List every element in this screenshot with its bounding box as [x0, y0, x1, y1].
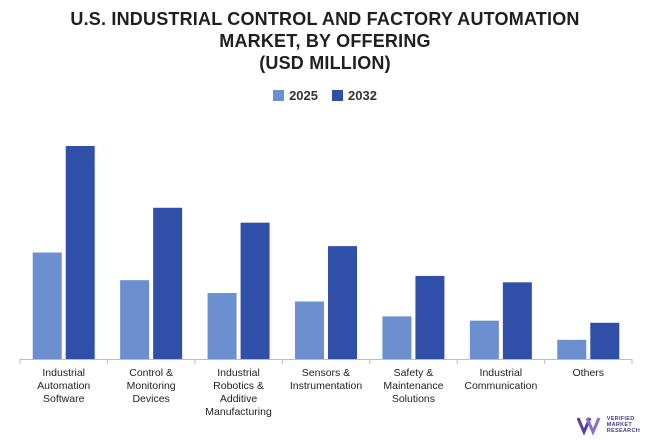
- brand-logo-text: VERIFIED MARKET RESEARCH: [607, 416, 640, 434]
- legend-item-2025: 2025: [273, 88, 318, 103]
- brand-line-1: VERIFIED: [606, 416, 635, 422]
- chart-title-line-1: U.S. INDUSTRIAL CONTROL AND FACTORY AUTO…: [70, 9, 580, 29]
- bar-2025-6: [557, 339, 587, 359]
- bar-2032-5: [502, 282, 532, 359]
- legend-item-2032: 2032: [332, 88, 377, 103]
- x-tick-label: Industrial Automation Software: [37, 367, 91, 405]
- x-tick-label: Safety & Maintenance Solutions: [383, 367, 444, 405]
- x-tick-label: Others: [572, 367, 605, 379]
- bar-2025-0: [32, 252, 62, 359]
- legend-label-2025: 2025: [289, 88, 318, 103]
- x-tick-label: Sensors & Instrumentation: [289, 367, 363, 392]
- legend-swatch-2032: [332, 90, 343, 101]
- bar-2025-5: [469, 320, 499, 359]
- bar-2025-3: [295, 301, 324, 359]
- bar-2025-4: [382, 316, 412, 359]
- x-tick-label: Industrial Communication: [464, 367, 538, 392]
- bar-2032-2: [240, 222, 270, 359]
- legend-swatch-2025: [273, 90, 285, 101]
- brand-line-2: MARKET: [606, 422, 633, 428]
- bar-2025-1: [120, 280, 150, 359]
- x-tick-label: Control & Monitoring Devices: [126, 367, 176, 405]
- chart-title-line-3: (USD MILLION): [259, 53, 391, 73]
- x-tick-label: Industrial Robotics & Additive Manufactu…: [205, 367, 272, 418]
- chart-legend: 2025 2032: [0, 88, 650, 103]
- brand-logo: VERIFIED MARKET RESEARCH: [576, 415, 640, 435]
- brand-logo-icon: [576, 417, 601, 435]
- bar-2032-4: [415, 275, 445, 359]
- chart-title-line-2: MARKET, BY OFFERING: [219, 31, 431, 51]
- chart-title: U.S. INDUSTRIAL CONTROL AND FACTORY AUTO…: [0, 8, 650, 74]
- brand-line-3: RESEARCH: [606, 428, 640, 434]
- bar-2032-3: [328, 246, 357, 359]
- bar-2032-6: [590, 322, 620, 359]
- bar-2032-1: [153, 207, 183, 359]
- bar-2025-2: [207, 292, 237, 359]
- legend-label-2032: 2032: [348, 88, 377, 103]
- bar-2032-0: [65, 146, 95, 359]
